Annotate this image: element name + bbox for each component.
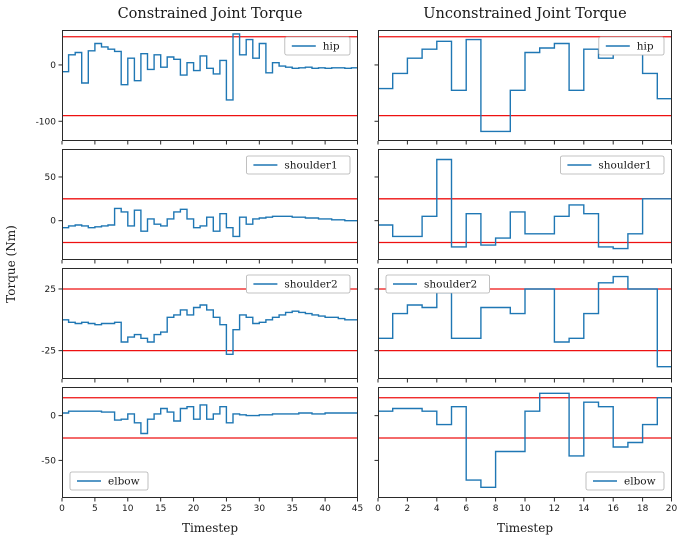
svg-text:20: 20: [666, 504, 678, 514]
svg-text:14: 14: [578, 504, 590, 514]
svg-text:40: 40: [319, 504, 331, 514]
y-axis-label: Torque (Nm): [4, 225, 18, 303]
svg-text:0: 0: [50, 61, 56, 71]
svg-text:25: 25: [221, 504, 232, 514]
svg-text:25: 25: [45, 285, 56, 295]
subplot-shoulder1-unconstrained: shoulder1: [374, 149, 672, 264]
svg-text:16: 16: [607, 504, 619, 514]
svg-text:50: 50: [45, 173, 57, 183]
svg-text:shoulder1: shoulder1: [598, 160, 651, 172]
svg-text:5: 5: [92, 504, 98, 514]
svg-text:shoulder2: shoulder2: [284, 279, 337, 291]
svg-text:4: 4: [434, 504, 440, 514]
subplot-elbow-unconstrained: 0 2 4 6 8 10 12 14 16 18 20 elbow: [374, 387, 677, 514]
svg-text:elbow: elbow: [624, 476, 656, 488]
svg-text:shoulder2: shoulder2: [424, 279, 477, 291]
svg-text:0: 0: [50, 217, 56, 227]
svg-text:0: 0: [375, 504, 381, 514]
subplot-elbow-constrained: 0 5 10 15 20 25 30 35 40 45 -50 0 elbow: [41, 387, 363, 514]
shoulder2-constrained-chart: -25 25 shoulder2: [41, 268, 358, 383]
subplot-hip-unconstrained: hip: [374, 30, 672, 145]
hip-constrained-chart: -100 0 hip: [36, 30, 358, 145]
elbow-unconstrained-chart: 0 2 4 6 8 10 12 14 16 18 20 elbow: [374, 387, 677, 514]
elbow-constrained-chart: 0 5 10 15 20 25 30 35 40 45 -50 0 elbow: [41, 387, 363, 514]
svg-text:30: 30: [254, 504, 266, 514]
svg-text:-50: -50: [41, 456, 56, 466]
svg-text:15: 15: [155, 504, 166, 514]
svg-text:10: 10: [122, 504, 134, 514]
x-axis-label-left: Timestep: [181, 521, 239, 535]
right-column-title: Unconstrained Joint Torque: [423, 6, 627, 22]
left-column-title: Constrained Joint Torque: [117, 6, 303, 22]
shoulder1-constrained-chart: 0 50 shoulder1: [45, 149, 358, 264]
svg-text:12: 12: [549, 504, 560, 514]
svg-text:8: 8: [493, 504, 499, 514]
svg-text:0: 0: [59, 504, 65, 514]
svg-text:hip: hip: [323, 41, 340, 53]
svg-text:-25: -25: [41, 347, 56, 357]
svg-text:10: 10: [519, 504, 531, 514]
subplot-shoulder2-constrained: -25 25 shoulder2: [41, 268, 358, 383]
svg-text:elbow: elbow: [108, 476, 140, 488]
svg-text:shoulder1: shoulder1: [284, 160, 337, 172]
hip-unconstrained-chart: hip: [374, 30, 672, 145]
x-axis-label-right: Timestep: [496, 521, 554, 535]
subplot-shoulder2-unconstrained: shoulder2: [374, 268, 672, 383]
svg-text:18: 18: [637, 504, 649, 514]
shoulder1-unconstrained-chart: shoulder1: [374, 149, 672, 264]
subplot-hip-constrained: -100 0 hip: [36, 30, 358, 145]
shoulder2-unconstrained-chart: shoulder2: [374, 268, 672, 383]
svg-text:45: 45: [352, 504, 363, 514]
subplot-shoulder1-constrained: 0 50 shoulder1: [45, 149, 358, 264]
svg-text:2: 2: [405, 504, 411, 514]
svg-text:0: 0: [50, 412, 56, 422]
svg-text:20: 20: [188, 504, 200, 514]
svg-text:6: 6: [463, 504, 469, 514]
svg-text:35: 35: [286, 504, 297, 514]
svg-text:hip: hip: [637, 41, 654, 53]
svg-text:-100: -100: [36, 117, 57, 127]
